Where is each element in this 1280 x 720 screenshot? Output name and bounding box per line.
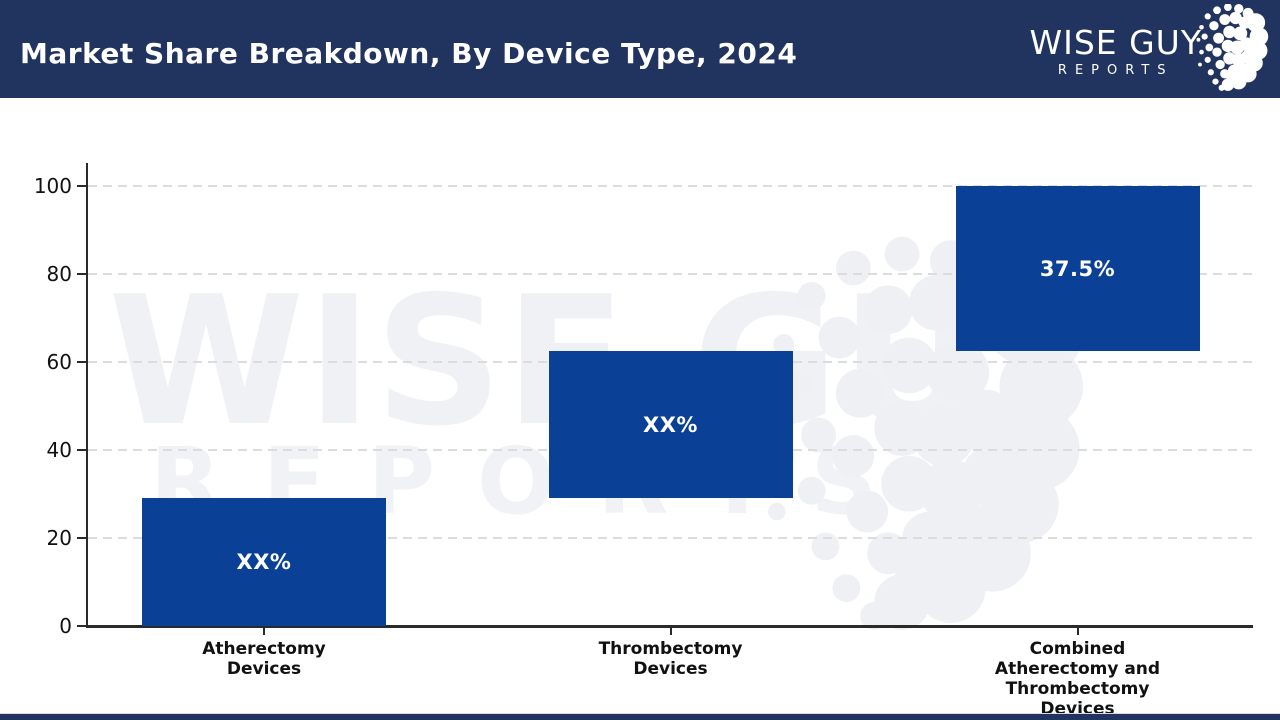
x-tick-2 [669, 627, 672, 635]
y-tick-80 [77, 273, 86, 275]
y-tick-label-20: 20 [46, 526, 72, 550]
chart-title: Market Share Breakdown, By Device Type, … [20, 36, 798, 70]
bar-segment-3: 37.5% [955, 186, 1200, 351]
x-tick-1 [263, 627, 265, 635]
wiseguy-head-icon [1196, 4, 1269, 91]
y-tick-20 [77, 537, 86, 539]
y-tick-label-40: 40 [46, 438, 72, 462]
y-tick-label-60: 60 [46, 350, 72, 374]
y-tick-60 [77, 361, 86, 363]
y-tick-100 [77, 185, 86, 187]
bar-segment-1: XX% [142, 498, 386, 626]
y-tick-label-0: 0 [59, 614, 72, 638]
gridline-20 [88, 537, 1253, 539]
x-category-label-1: Atherectomy Devices [202, 639, 326, 679]
logo-wordmark: WISE GUY REPORTS [1029, 21, 1202, 78]
gridline-80 [88, 273, 1253, 275]
logo-wordmark-line2: REPORTS [1057, 62, 1174, 78]
plot-area: 0 20 40 60 80 100 XX% Atherectomy Devices XX% Thro… [34, 163, 1253, 719]
logo-wordmark-line1: WISE GUY [1029, 22, 1202, 62]
x-category-label-3: Combined Atherectomy and Thrombectomy Devic… [994, 639, 1161, 719]
y-tick-label-80: 80 [46, 262, 72, 286]
bar-value-label-3: 37.5% [1039, 256, 1116, 281]
bar-value-label-2: XX% [643, 412, 698, 437]
gridline-100 [88, 185, 1253, 187]
bar-segment-2: XX% [548, 351, 793, 499]
y-axis-spine [86, 163, 88, 628]
bottom-strip [0, 713, 1280, 720]
x-tick-3 [1076, 627, 1079, 635]
header-bar: Market Share Breakdown, By Device Type, … [0, 0, 1280, 98]
wise-guy-logo: WISE GUY REPORTS [1029, 2, 1274, 96]
y-tick-0 [77, 625, 86, 627]
y-tick-label-100: 100 [33, 174, 72, 198]
bar-value-label-1: XX% [236, 550, 292, 575]
x-axis-spine [86, 625, 1253, 628]
x-category-label-2: Thrombectomy Devices [598, 639, 743, 679]
y-tick-40 [77, 449, 86, 451]
